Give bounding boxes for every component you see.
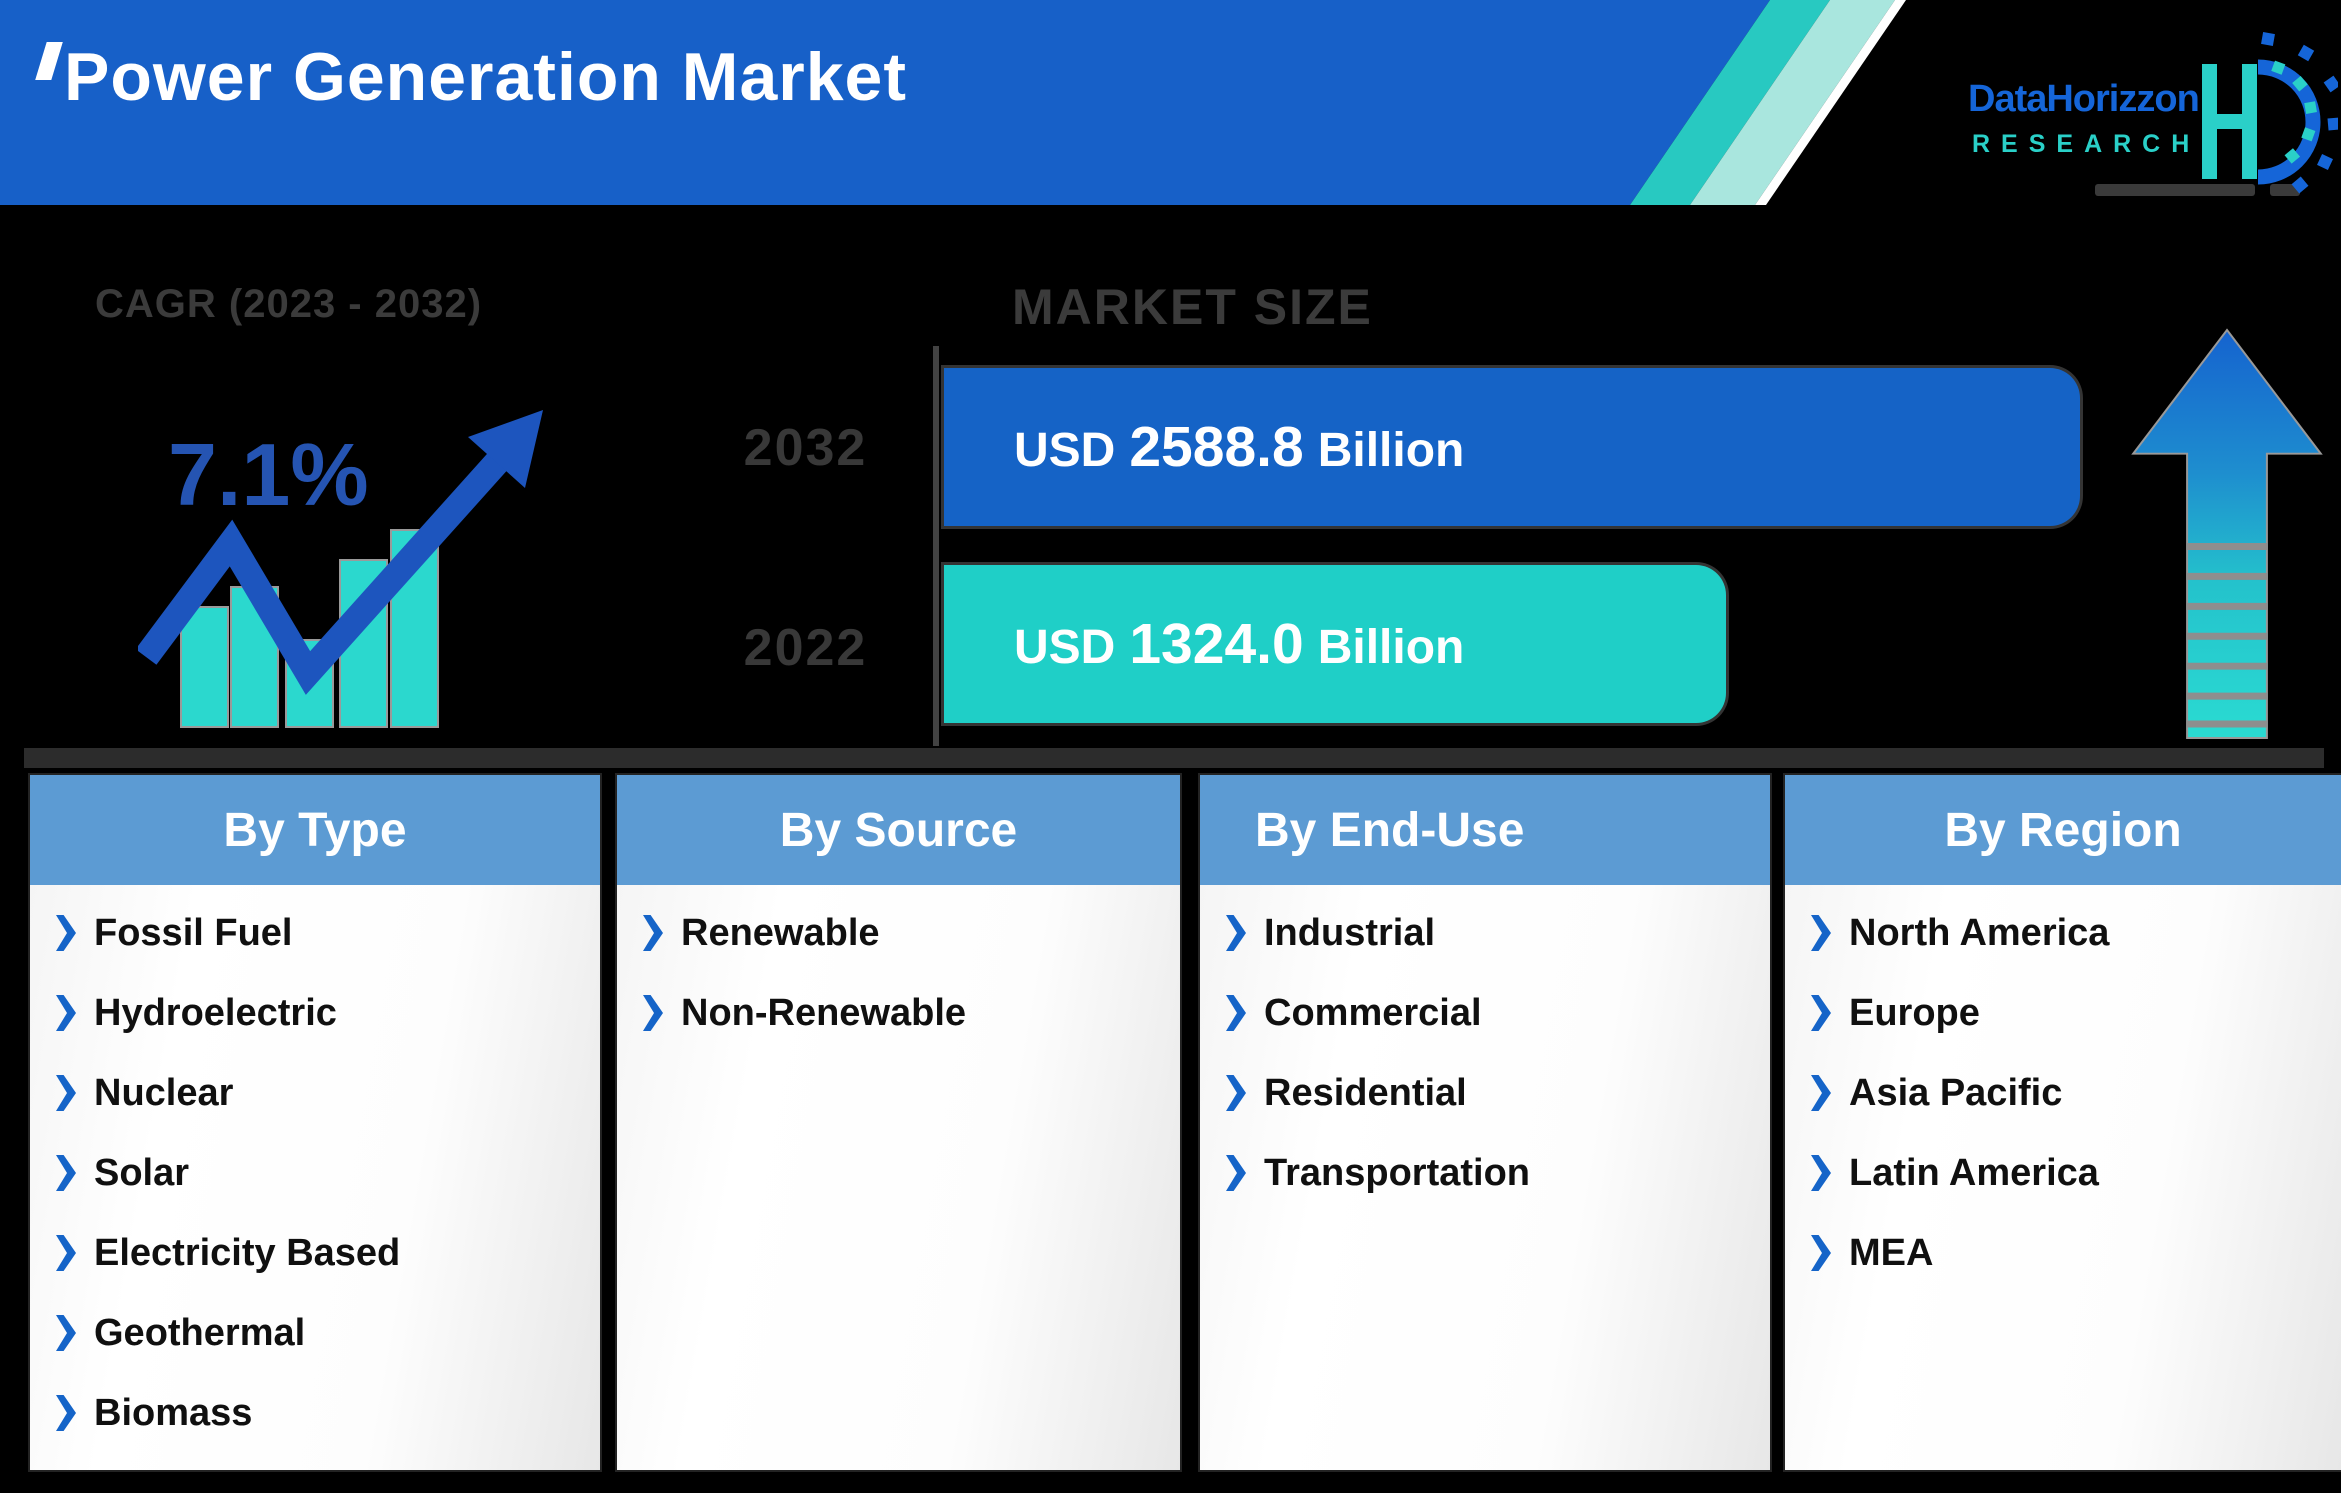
cagr-section-label: CAGR (2023 - 2032) <box>95 282 483 326</box>
market-value: 2588.8 <box>1129 415 1304 479</box>
segment-column-by-region: By Region North America Europe Asia Paci… <box>1785 775 2341 1470</box>
logo-tagline-bar <box>2095 184 2255 196</box>
list-item: Renewable <box>643 893 1180 973</box>
segment-item-label: Transportation <box>1264 1151 1531 1194</box>
segment-column-by-type: By Type Fossil Fuel Hydroelectric Nuclea… <box>30 775 600 1470</box>
list-item: Fossil Fuel <box>56 893 600 973</box>
segment-item-label: Latin America <box>1849 1151 2099 1194</box>
list-item: Non-Renewable <box>643 973 1180 1053</box>
column-body: Renewable Non-Renewable <box>617 885 1180 1470</box>
segment-item-label: Commercial <box>1264 991 1482 1034</box>
chevron-right-icon <box>643 915 663 951</box>
segment-item-label: Electricity Based <box>94 1231 401 1274</box>
segment-item-label: Industrial <box>1264 911 1436 954</box>
list-item: Commercial <box>1226 973 1770 1053</box>
segment-item-label: Renewable <box>681 911 880 954</box>
list-item: Asia Pacific <box>1811 1053 2341 1133</box>
segment-item-label: MEA <box>1849 1231 1934 1274</box>
chevron-right-icon <box>1226 1075 1246 1111</box>
logo-subbrand-text: RESEARCH <box>1972 130 2201 158</box>
segment-item-label: Geothermal <box>94 1311 306 1354</box>
chevron-right-icon <box>56 995 76 1031</box>
list-item: Hydroelectric <box>56 973 600 1053</box>
chevron-right-icon <box>1811 915 1831 951</box>
column-header: By Region <box>1785 775 2341 885</box>
segment-item-label: Europe <box>1849 991 1980 1034</box>
currency-prefix: USD <box>1014 424 1116 477</box>
segment-item-label: Biomass <box>94 1391 253 1434</box>
unit-suffix: Billion <box>1317 424 1465 477</box>
market-size-bar-2022: USD 1324.0 Billion <box>944 565 1726 723</box>
list-item: Solar <box>56 1133 600 1213</box>
chevron-right-icon <box>56 1075 76 1111</box>
chevron-right-icon <box>1226 995 1246 1031</box>
segment-column-by-end-use: By End-Use Industrial Commercial Residen… <box>1200 775 1770 1470</box>
chevron-right-icon <box>1811 995 1831 1031</box>
segment-item-label: Nuclear <box>94 1071 234 1114</box>
market-size-section-label: MARKET SIZE <box>1012 279 1373 335</box>
cagr-value: 7.1% <box>168 425 369 524</box>
list-item: Biomass <box>56 1373 600 1453</box>
bar-value-text: USD 2588.8 Billion <box>1014 414 1464 480</box>
chevron-right-icon <box>56 1235 76 1271</box>
list-item: MEA <box>1811 1213 2341 1293</box>
segment-item-label: Residential <box>1264 1071 1467 1114</box>
column-header: By Source <box>617 775 1180 885</box>
segment-item-label: Non-Renewable <box>681 991 967 1034</box>
bar-value-text: USD 1324.0 Billion <box>1014 611 1464 677</box>
unit-suffix: Billion <box>1317 621 1465 674</box>
bar-year-label: 2022 <box>743 619 868 677</box>
currency-prefix: USD <box>1014 621 1116 674</box>
chevron-right-icon <box>1811 1155 1831 1191</box>
list-item: Residential <box>1226 1053 1770 1133</box>
list-item: Industrial <box>1226 893 1770 973</box>
page-title: Power Generation Market <box>64 39 908 115</box>
column-body: Industrial Commercial Residential Transp… <box>1200 885 1770 1470</box>
segment-item-label: North America <box>1849 911 2110 954</box>
segment-item-label: Fossil Fuel <box>94 911 293 954</box>
chevron-right-icon <box>1811 1235 1831 1271</box>
list-item: Transportation <box>1226 1133 1770 1213</box>
list-item: Latin America <box>1811 1133 2341 1213</box>
column-header: By End-Use <box>1200 775 1770 885</box>
segment-item-label: Asia Pacific <box>1849 1071 2063 1114</box>
logo-tagline-bar <box>2270 184 2300 196</box>
chevron-right-icon <box>1226 915 1246 951</box>
column-body: North America Europe Asia Pacific Latin … <box>1785 885 2341 1470</box>
logo-brand-text: DataHorizzon <box>1968 78 2200 120</box>
bar-year-label: 2032 <box>743 419 868 477</box>
section-divider <box>24 748 2324 768</box>
list-item: Electricity Based <box>56 1213 600 1293</box>
segment-item-label: Solar <box>94 1151 190 1194</box>
segment-item-label: Hydroelectric <box>94 991 337 1034</box>
chevron-right-icon <box>1226 1155 1246 1191</box>
chevron-right-icon <box>1811 1075 1831 1111</box>
up-arrow-icon <box>2131 328 2323 740</box>
list-item: Nuclear <box>56 1053 600 1133</box>
header-banner <box>0 0 1770 205</box>
column-header: By Type <box>30 775 600 885</box>
market-value: 1324.0 <box>1129 612 1304 676</box>
column-body: Fossil Fuel Hydroelectric Nuclear Solar … <box>30 885 600 1470</box>
chevron-right-icon <box>56 915 76 951</box>
chevron-right-icon <box>56 1395 76 1431</box>
segment-column-by-source: By Source Renewable Non-Renewable <box>617 775 1180 1470</box>
list-item: Europe <box>1811 973 2341 1053</box>
logo-h-emblem-icon <box>2202 32 2338 194</box>
list-item: North America <box>1811 893 2341 973</box>
market-size-bar-2032: USD 2588.8 Billion <box>944 368 2080 526</box>
bar-chart-axis <box>933 346 939 746</box>
rising-bar-chart-with-arrow-icon <box>138 410 543 728</box>
list-item: Geothermal <box>56 1293 600 1373</box>
chevron-right-icon <box>56 1315 76 1351</box>
chevron-right-icon <box>643 995 663 1031</box>
chevron-right-icon <box>56 1155 76 1191</box>
